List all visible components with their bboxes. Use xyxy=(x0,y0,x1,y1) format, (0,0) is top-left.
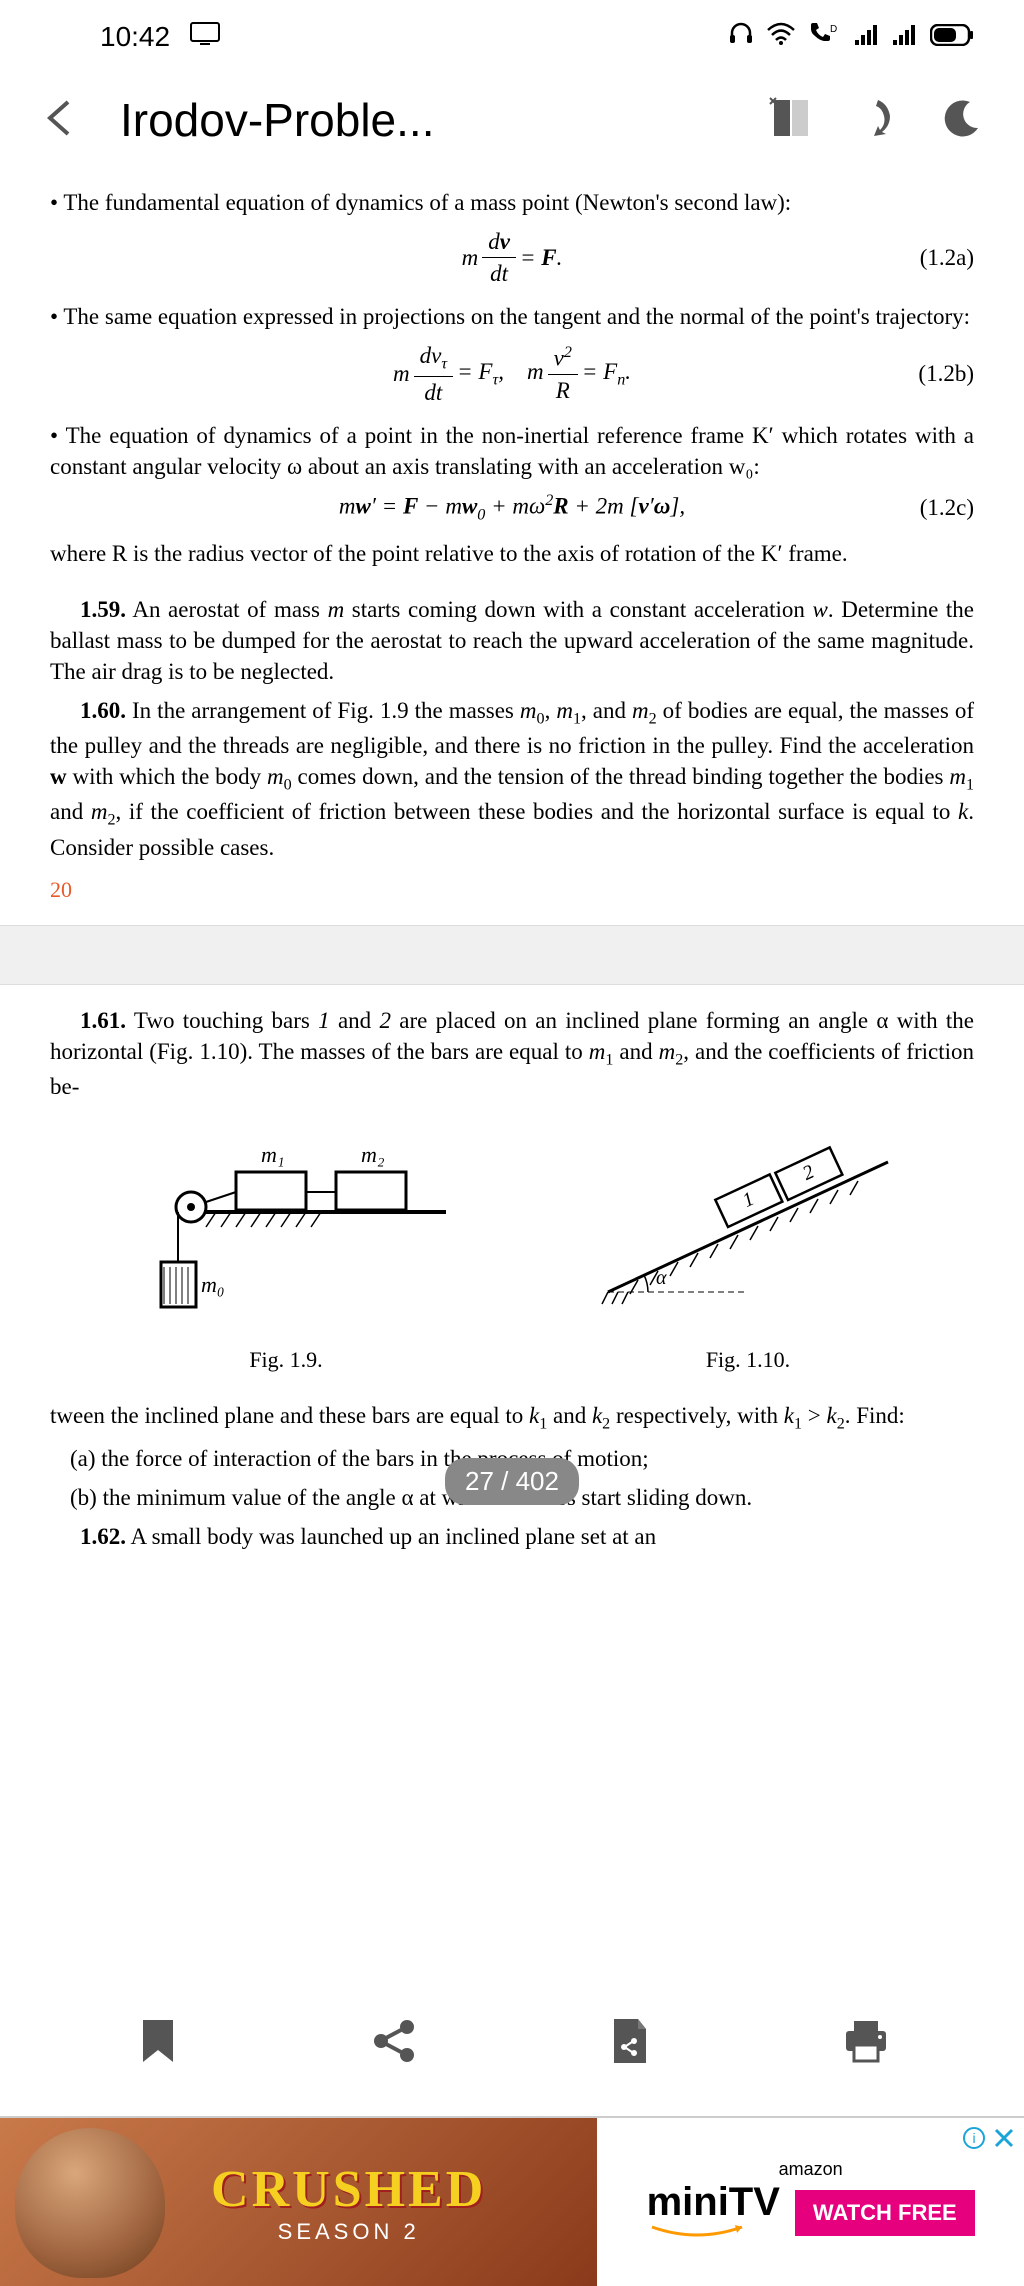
back-button[interactable] xyxy=(40,98,80,143)
headphones-icon xyxy=(728,20,754,53)
svg-text:m₂: m₂ xyxy=(361,1142,385,1167)
page-number: 20 xyxy=(50,875,974,905)
svg-text:m₀: m₀ xyxy=(201,1272,225,1297)
ad-title: CRUSHED xyxy=(211,2160,486,2219)
problem-162: 1.62. A small body was launched up an in… xyxy=(50,1521,974,1552)
para-bullet3: • The equation of dynamics of a point in… xyxy=(50,420,974,482)
figure-1-10: 1 2 α Fig. 1.10. xyxy=(588,1132,908,1375)
document-content: • The fundamental equation of dynamics o… xyxy=(0,177,1024,1580)
fig110-caption: Fig. 1.10. xyxy=(588,1345,908,1375)
problem-160: 1.60. In the arrangement of Fig. 1.9 the… xyxy=(50,695,974,863)
ad-left[interactable]: CRUSHED SEASON 2 xyxy=(0,2118,597,2286)
bookmark-icon[interactable] xyxy=(133,2016,183,2066)
problem-159: 1.59. An aerostat of mass m starts comin… xyxy=(50,594,974,687)
share-icon[interactable] xyxy=(369,2016,419,2066)
ad-watch-button[interactable]: WATCH FREE xyxy=(795,2190,975,2236)
equation-1: m dvdt = F. (1.2a) xyxy=(50,226,974,289)
page-gap xyxy=(0,925,1024,985)
para-after3: where R is the radius vector of the poin… xyxy=(50,538,974,569)
figures-row: m₁ m₂ m₀ Fig. 1.9. xyxy=(50,1132,974,1375)
ad-banner[interactable]: CRUSHED SEASON 2 i amazon miniTV WATCH F… xyxy=(0,2116,1024,2286)
svg-text:i: i xyxy=(972,2130,975,2146)
ad-amazon-label: amazon xyxy=(779,2159,843,2180)
eq3-label: (1.2c) xyxy=(920,492,974,523)
figure-1-9: m₁ m₂ m₀ Fig. 1.9. xyxy=(116,1132,456,1375)
equation-2: m dvτdt = Fτ, m v2R = Fn. (1.2b) xyxy=(50,340,974,407)
ad-close-icon[interactable] xyxy=(992,2126,1016,2150)
night-mode-icon[interactable] xyxy=(940,96,984,145)
app-title: Irodov-Proble... xyxy=(120,93,726,147)
problem-161b: tween the inclined plane and these bars … xyxy=(50,1400,974,1435)
status-bar: 10:42 D xyxy=(0,0,1024,63)
status-time: 10:42 xyxy=(100,21,170,53)
ad-info-icon[interactable]: i xyxy=(962,2126,986,2150)
page-indicator[interactable]: 27 / 402 xyxy=(445,1458,579,1505)
equation-3: mw′ = F − mw0 + mω2R + 2m [v′ω], (1.2c) xyxy=(50,490,974,526)
battery-icon xyxy=(930,21,974,53)
signal-icon-2 xyxy=(892,21,918,53)
fig19-caption: Fig. 1.9. xyxy=(116,1345,456,1375)
eq2-label: (1.2b) xyxy=(918,358,974,389)
ad-season: SEASON 2 xyxy=(278,2219,420,2245)
eq1-label: (1.2a) xyxy=(920,242,974,273)
print-icon[interactable] xyxy=(841,2016,891,2066)
app-bar: Irodov-Proble... xyxy=(0,63,1024,177)
screen-icon xyxy=(190,21,220,53)
svg-text:α: α xyxy=(656,1267,667,1289)
problem-161a: 1.61. Two touching bars 1 and 2 are plac… xyxy=(50,1005,974,1102)
ad-right[interactable]: i amazon miniTV WATCH FREE xyxy=(597,2118,1024,2286)
para-bullet1: • The fundamental equation of dynamics o… xyxy=(50,187,974,218)
svg-text:D: D xyxy=(830,24,837,35)
file-share-icon[interactable] xyxy=(605,2016,655,2066)
wifi-icon xyxy=(766,21,796,53)
svg-text:m₁: m₁ xyxy=(261,1142,285,1167)
para-bullet2: • The same equation expressed in project… xyxy=(50,301,974,332)
ad-close[interactable]: i xyxy=(962,2126,1016,2150)
ad-minitv: miniTV xyxy=(647,2180,780,2246)
bottom-toolbar xyxy=(0,1986,1024,2096)
page-mode-icon[interactable] xyxy=(766,96,816,145)
signal-icon-1 xyxy=(854,21,880,53)
volte-icon: D xyxy=(808,20,842,53)
download-icon[interactable] xyxy=(856,96,900,145)
ad-face-image xyxy=(15,2128,165,2278)
